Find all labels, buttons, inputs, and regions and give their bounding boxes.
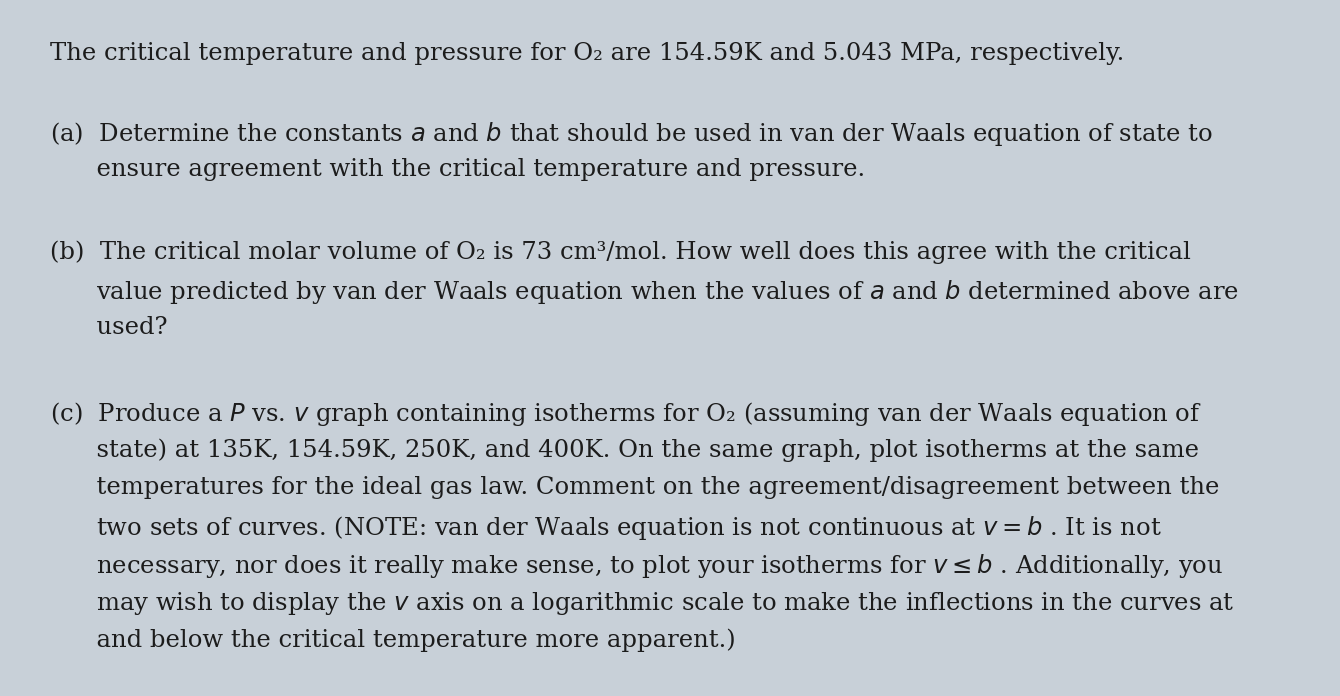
Text: The critical temperature and pressure for O₂ are 154.59K and 5.043 MPa, respecti: The critical temperature and pressure fo… — [50, 42, 1124, 65]
Text: and below the critical temperature more apparent.): and below the critical temperature more … — [50, 628, 736, 651]
Text: may wish to display the $v$ axis on a logarithmic scale to make the inflections : may wish to display the $v$ axis on a lo… — [50, 590, 1234, 617]
Text: ensure agreement with the critical temperature and pressure.: ensure agreement with the critical tempe… — [50, 158, 866, 181]
Text: used?: used? — [50, 316, 168, 339]
Text: (c)  Produce a $P$ vs. $v$ graph containing isotherms for O₂ (assuming van der W: (c) Produce a $P$ vs. $v$ graph containi… — [50, 400, 1202, 428]
Text: (b)  The critical molar volume of O₂ is 73 cm³/mol. How well does this agree wit: (b) The critical molar volume of O₂ is 7… — [50, 240, 1191, 264]
Text: temperatures for the ideal gas law. Comment on the agreement/disagreement betwee: temperatures for the ideal gas law. Comm… — [50, 476, 1219, 499]
Text: two sets of curves. (NOTE: van der Waals equation is not continuous at $v = b$ .: two sets of curves. (NOTE: van der Waals… — [50, 514, 1162, 542]
Text: state) at 135K, 154.59K, 250K, and 400K. On the same graph, plot isotherms at th: state) at 135K, 154.59K, 250K, and 400K.… — [50, 438, 1199, 461]
Text: (a)  Determine the constants $a$ and $b$ that should be used in van der Waals eq: (a) Determine the constants $a$ and $b$ … — [50, 120, 1213, 148]
Text: necessary, nor does it really make sense, to plot your isotherms for $v \leq b$ : necessary, nor does it really make sense… — [50, 552, 1223, 580]
Text: value predicted by van der Waals equation when the values of $a$ and $b$ determi: value predicted by van der Waals equatio… — [50, 278, 1240, 306]
